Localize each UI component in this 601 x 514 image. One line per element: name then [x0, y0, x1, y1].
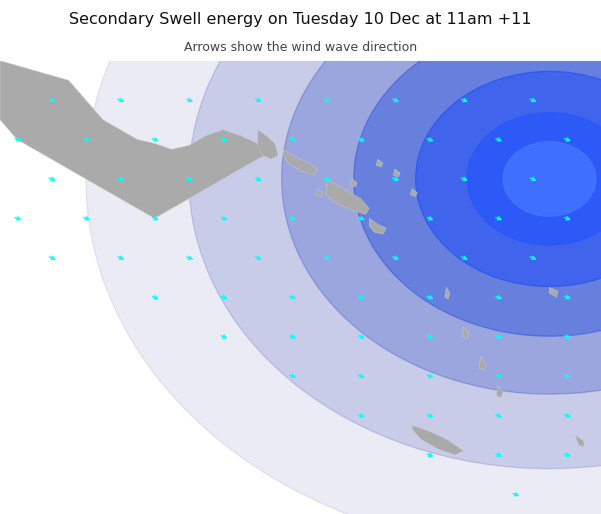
Text: Arrows show the wind wave direction: Arrows show the wind wave direction — [184, 41, 417, 54]
Polygon shape — [549, 287, 558, 297]
Ellipse shape — [282, 0, 601, 394]
Ellipse shape — [467, 113, 601, 245]
Polygon shape — [393, 169, 400, 177]
Polygon shape — [316, 189, 323, 197]
Polygon shape — [462, 327, 469, 339]
Polygon shape — [496, 386, 503, 398]
Polygon shape — [369, 218, 386, 234]
Polygon shape — [376, 159, 383, 167]
Polygon shape — [350, 179, 357, 187]
Polygon shape — [410, 189, 417, 197]
Ellipse shape — [189, 0, 601, 469]
Polygon shape — [283, 150, 318, 175]
Ellipse shape — [415, 71, 601, 286]
Ellipse shape — [354, 22, 601, 336]
Polygon shape — [445, 287, 450, 299]
Ellipse shape — [503, 142, 596, 216]
Polygon shape — [0, 61, 266, 218]
Polygon shape — [575, 435, 584, 447]
Polygon shape — [258, 130, 278, 159]
Polygon shape — [479, 356, 486, 370]
Polygon shape — [412, 425, 463, 455]
Ellipse shape — [86, 0, 601, 514]
Text: Secondary Swell energy on Tuesday 10 Dec at 11am +11: Secondary Swell energy on Tuesday 10 Dec… — [69, 12, 532, 27]
Polygon shape — [326, 179, 369, 214]
